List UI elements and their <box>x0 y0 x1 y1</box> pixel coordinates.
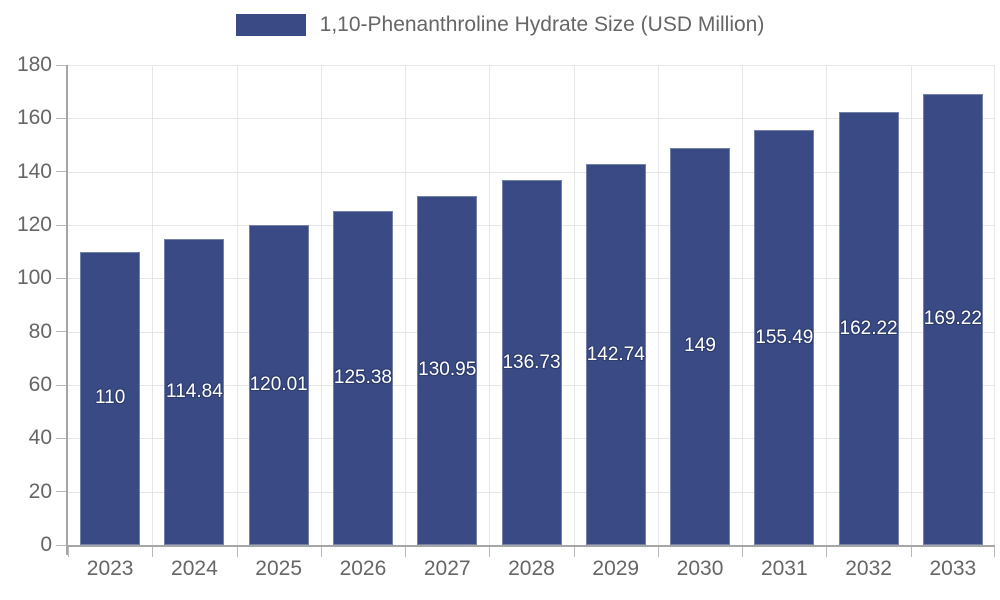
gridline-vertical <box>657 65 659 545</box>
x-axis-tick <box>657 547 659 557</box>
x-axis-tick <box>910 547 912 557</box>
x-axis-label: 2033 <box>929 557 977 580</box>
y-axis-label: 180 <box>16 53 52 76</box>
x-axis-label: 2026 <box>339 557 387 580</box>
x-axis-tick <box>320 547 322 557</box>
x-axis-tick <box>826 547 828 557</box>
y-axis-label: 120 <box>16 213 52 236</box>
y-axis-label: 80 <box>28 319 52 343</box>
x-axis-tick <box>742 547 744 557</box>
legend: 1,10-Phenanthroline Hydrate Size (USD Mi… <box>0 13 1000 37</box>
gridline-vertical <box>742 65 744 545</box>
x-axis-tick <box>573 547 575 557</box>
bar-2030[interactable] <box>670 147 731 545</box>
gridline-vertical <box>320 65 322 545</box>
gridline-vertical <box>236 65 238 545</box>
y-axis-tick <box>56 331 66 333</box>
x-axis-label: 2031 <box>760 557 808 580</box>
x-axis-label: 2030 <box>676 557 724 580</box>
bar-2031[interactable] <box>754 130 815 545</box>
bar-value-label: 125.38 <box>333 366 393 388</box>
x-axis-label: 2029 <box>592 557 640 580</box>
plot-area: 0 20 40 60 80 100 120 140 160 180 2023 2024 2025 2026… <box>17 53 995 580</box>
gridline-vertical <box>994 65 995 545</box>
x-axis-tick <box>489 547 491 557</box>
y-axis-tick <box>56 224 66 226</box>
legend-swatch <box>235 14 306 36</box>
y-axis-tick <box>56 437 66 439</box>
bar-2032[interactable] <box>838 112 899 545</box>
y-axis-tick <box>56 117 66 119</box>
gridline-vertical <box>573 65 575 545</box>
bar-value-label: 149 <box>684 335 716 357</box>
bar-2025[interactable] <box>248 224 309 545</box>
x-axis-tick <box>152 547 154 557</box>
bar-value-label: 162.22 <box>839 317 898 339</box>
bar-value-label: 114.84 <box>166 380 223 402</box>
bar-value-label: 120.01 <box>249 373 308 395</box>
bar-value-label: 136.73 <box>502 351 561 373</box>
y-axis-tick <box>56 171 66 173</box>
bar-value-label: 169.22 <box>923 308 982 330</box>
gridline-vertical <box>152 65 154 545</box>
gridline-horizontal <box>68 171 995 173</box>
bar-2029[interactable] <box>585 164 646 545</box>
x-axis-label: 2024 <box>171 557 218 580</box>
y-axis-label: 160 <box>16 106 52 130</box>
gridline-horizontal <box>68 65 995 66</box>
y-axis-label: 20 <box>28 479 52 503</box>
x-axis-tick <box>405 547 407 557</box>
y-axis-tick <box>56 491 66 493</box>
y-axis-line <box>66 65 68 555</box>
gridline-vertical <box>826 65 828 545</box>
y-axis-tick <box>56 544 66 546</box>
gridline-vertical <box>910 65 912 545</box>
y-axis-tick <box>56 384 66 386</box>
y-axis-label: 60 <box>28 373 52 396</box>
legend-item[interactable]: 1,10-Phenanthroline Hydrate Size (USD Mi… <box>235 13 765 37</box>
x-axis-label: 2023 <box>86 557 134 580</box>
y-axis-label: 0 <box>40 533 52 556</box>
bar-2028[interactable] <box>501 180 562 545</box>
bar-2023[interactable] <box>80 251 141 545</box>
y-axis-label: 40 <box>28 426 52 450</box>
x-axis-tick <box>68 547 69 557</box>
bar-value-label: 142.74 <box>586 343 645 365</box>
y-axis-label: 140 <box>16 159 52 183</box>
x-axis-tick <box>994 547 995 557</box>
bar-2033[interactable] <box>922 93 983 545</box>
bar-2027[interactable] <box>417 195 478 545</box>
x-axis-line <box>66 545 995 547</box>
gridline-vertical <box>405 65 407 545</box>
x-axis-label: 2028 <box>508 557 555 580</box>
x-axis-tick <box>236 547 238 557</box>
x-axis-label: 2032 <box>845 557 892 580</box>
bar-2026[interactable] <box>332 210 393 545</box>
gridline-horizontal <box>68 118 995 120</box>
x-axis-label: 2027 <box>423 557 471 580</box>
bar-2024[interactable] <box>164 238 225 545</box>
gridline-vertical <box>489 65 491 545</box>
y-axis-tick <box>56 64 66 66</box>
bar-value-label: 110 <box>94 387 126 409</box>
x-axis-label: 2025 <box>255 557 303 580</box>
y-axis-tick <box>56 277 66 279</box>
y-axis-label: 100 <box>16 266 52 290</box>
legend-label: 1,10-Phenanthroline Hydrate Size (USD Mi… <box>319 13 765 36</box>
bar-value-label: 155.49 <box>755 326 814 348</box>
bar-value-label: 130.95 <box>418 359 477 381</box>
